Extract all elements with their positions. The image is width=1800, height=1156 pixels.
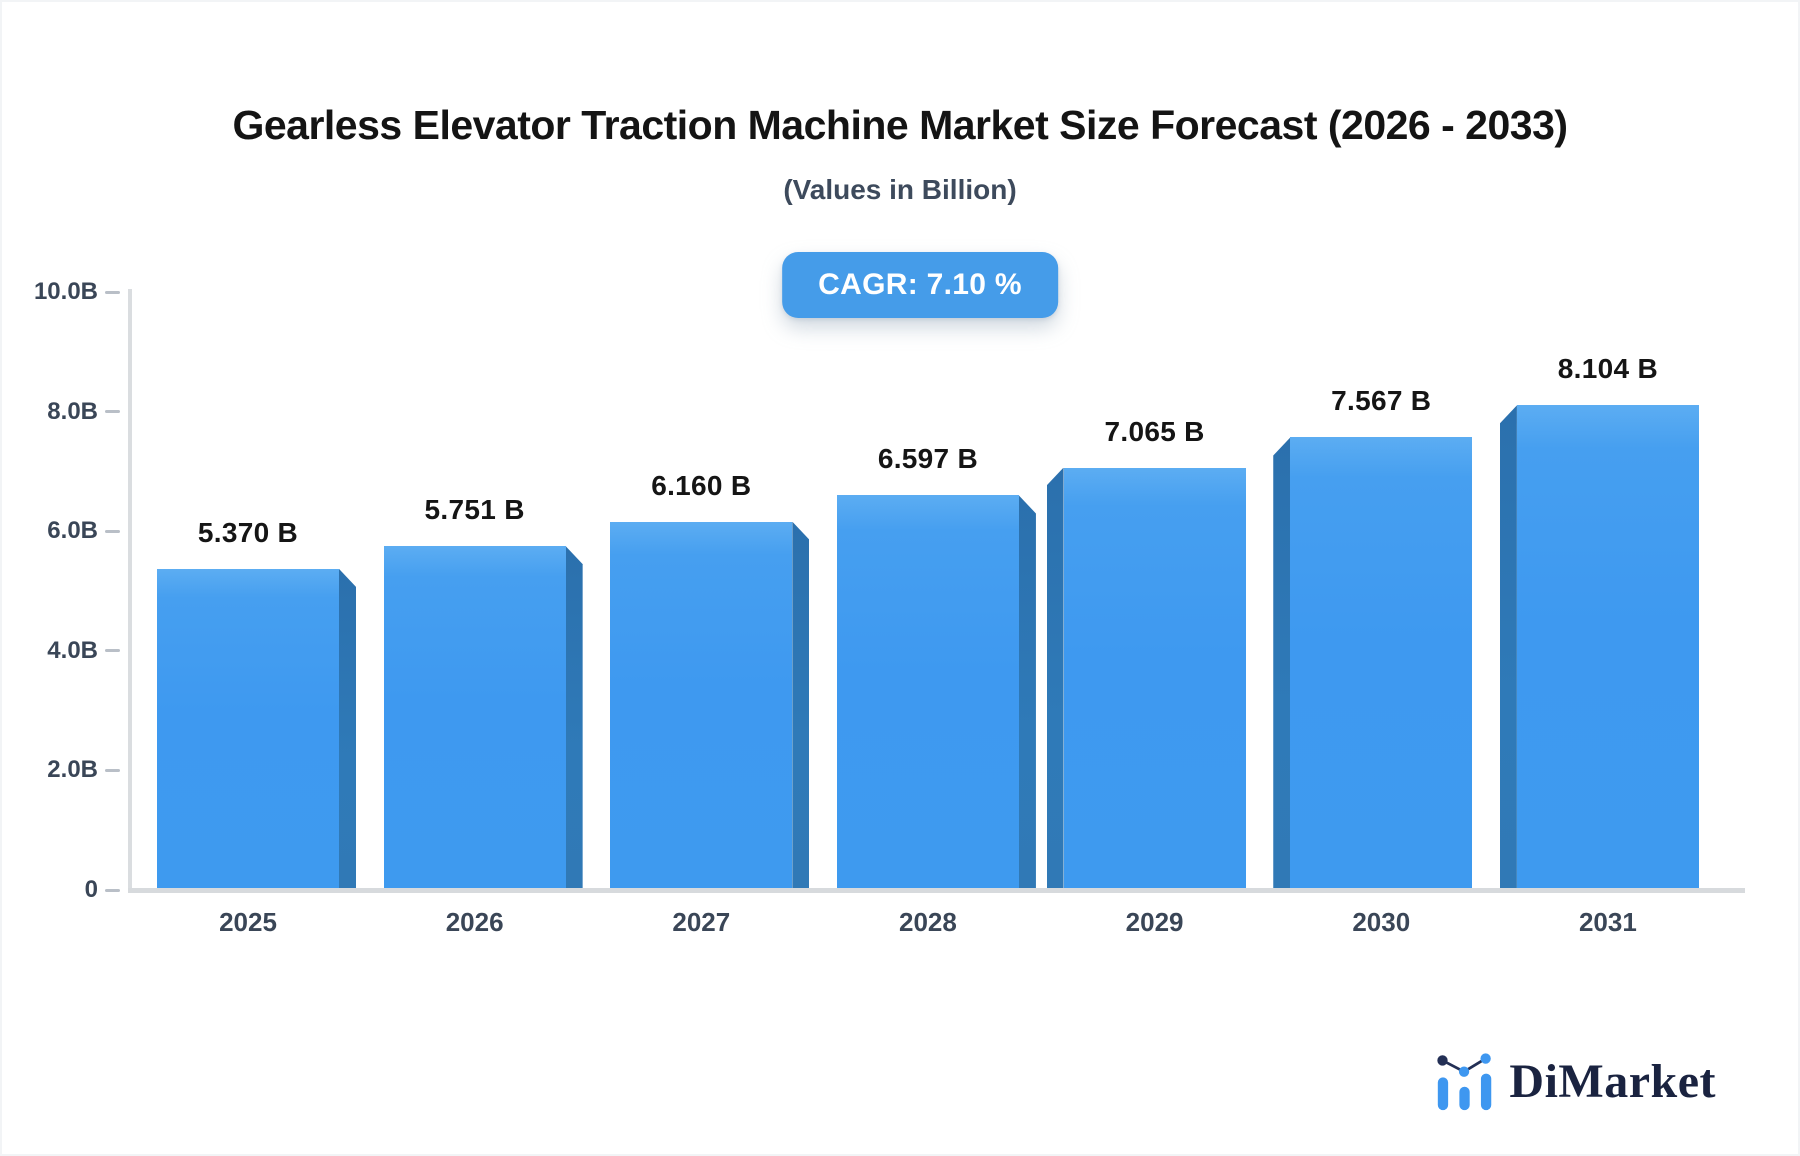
y-axis-line (128, 289, 132, 893)
bar-value-label: 8.104 B (1557, 353, 1658, 385)
cagr-badge-label: CAGR: 7.10 % (818, 268, 1022, 301)
bar (836, 495, 1019, 890)
bar-3d-side (792, 521, 810, 890)
x-axis-category-label: 2028 (899, 907, 957, 937)
bar-value-label: 6.160 B (651, 469, 752, 501)
bar (1290, 437, 1473, 890)
y-axis-tick-label: 2.0B (47, 756, 98, 784)
bar-3d-side (565, 546, 583, 890)
bar-value-label: 5.751 B (424, 494, 525, 526)
bar-3d-side (1046, 467, 1064, 890)
chart-title: Gearless Elevator Traction Machine Marke… (232, 102, 1568, 148)
y-axis-tick-label: 8.0B (47, 397, 98, 425)
y-axis-tick-mark (105, 649, 120, 653)
bar-value-label: 7.065 B (1104, 415, 1205, 447)
y-axis-tick-mark (105, 529, 120, 533)
x-axis-category-label: 2025 (219, 907, 277, 937)
y-axis-tick-mark (105, 768, 120, 772)
y-axis-tick-mark (105, 410, 120, 414)
brand-chart-icon (1437, 1053, 1492, 1111)
bar-3d-side (339, 568, 356, 890)
bar-3d-side (1499, 405, 1517, 890)
bar-3d-side (1273, 437, 1291, 890)
brand-logo: DiMarket (1435, 1052, 1716, 1112)
x-axis-category-label: 2031 (1578, 907, 1637, 937)
bar-value-label: 6.597 B (877, 443, 979, 475)
bar-value-label: 5.370 B (197, 516, 299, 548)
x-axis-category-label: 2029 (1125, 907, 1184, 937)
bar (383, 546, 566, 890)
x-axis-category-label: 2030 (1352, 907, 1411, 937)
bar (157, 568, 339, 890)
bar-3d-side (1018, 495, 1036, 890)
brand-name: DiMarket (1509, 1055, 1716, 1108)
chart-subtitle: (Values in Billion) (783, 174, 1017, 205)
bar (610, 521, 793, 890)
y-axis-tick-label: 4.0B (47, 636, 98, 664)
y-axis-tick-label: 10.0B (33, 278, 98, 305)
y-axis-tick-label: 0 (84, 876, 98, 903)
y-axis-tick-mark (105, 290, 120, 294)
x-axis-category-label: 2026 (445, 907, 504, 937)
y-axis-tick-mark (105, 888, 120, 892)
y-axis-tick-label: 6.0B (47, 517, 98, 545)
cagr-badge: CAGR: 7.10 % (782, 252, 1058, 318)
x-axis-line (128, 888, 1745, 893)
bar (1516, 405, 1699, 890)
bar (1063, 467, 1246, 890)
bar-value-label: 7.567 B (1331, 385, 1432, 417)
x-axis-category-label: 2027 (672, 907, 731, 937)
